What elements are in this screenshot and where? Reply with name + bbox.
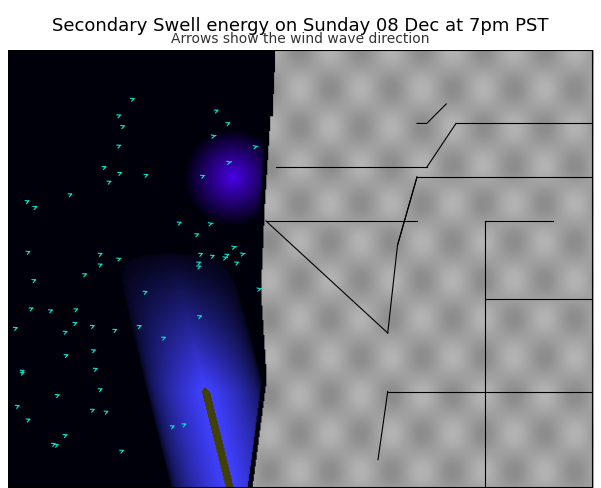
Text: Arrows show the wind wave direction: Arrows show the wind wave direction: [171, 32, 430, 46]
Text: Secondary Swell energy on Sunday 08 Dec at 7pm PST: Secondary Swell energy on Sunday 08 Dec …: [52, 17, 549, 35]
